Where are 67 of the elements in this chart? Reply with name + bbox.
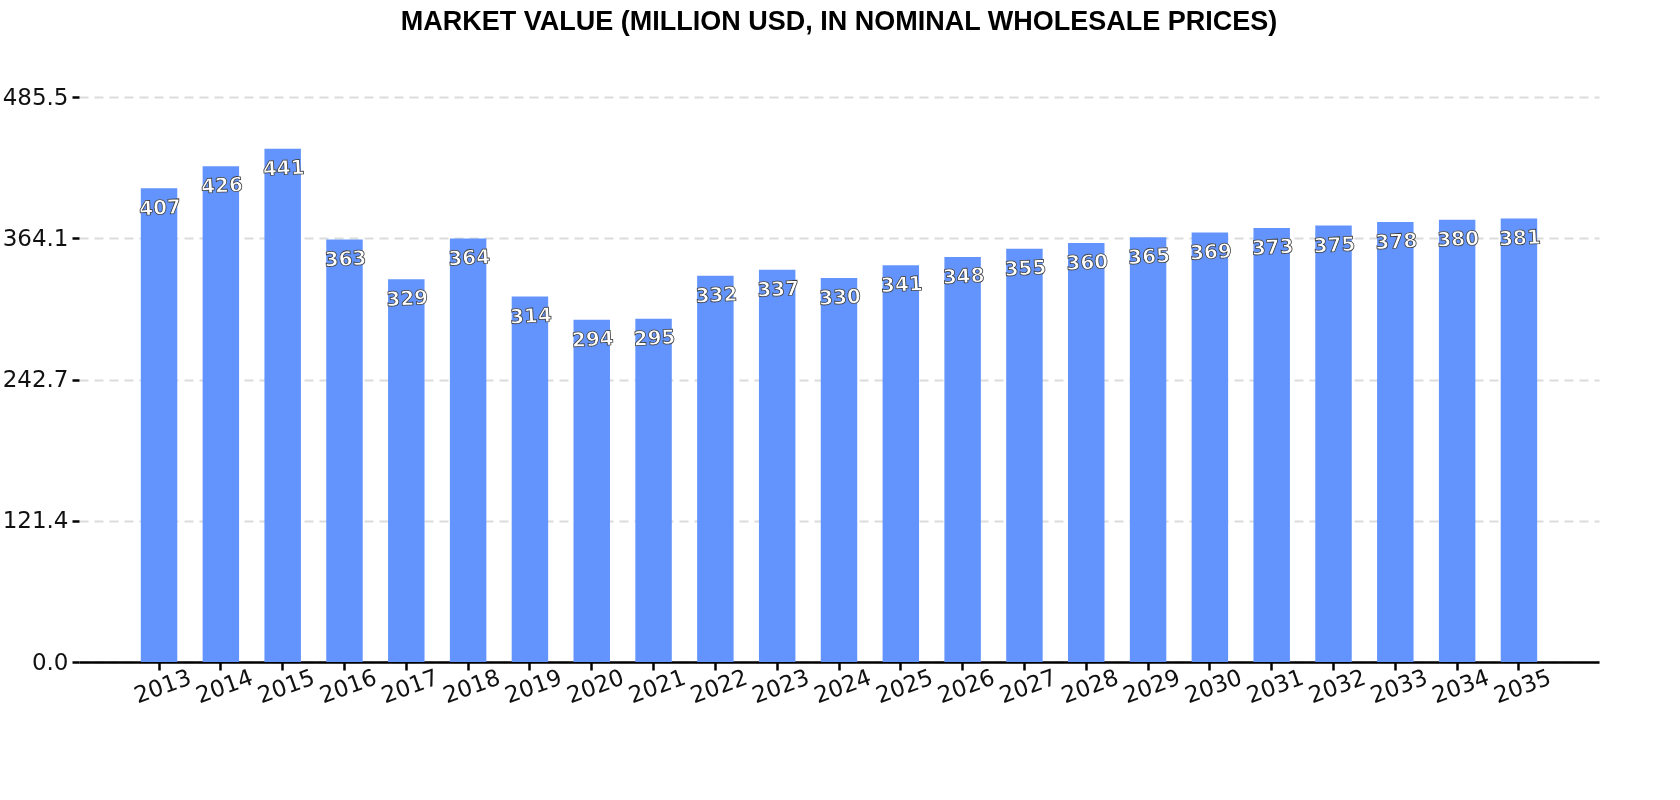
x-tick-label: 2022 (686, 663, 751, 709)
x-tick-label: 2023 (748, 663, 813, 709)
y-tick-label: 364.1 (2, 224, 69, 251)
x-tick-label: 2026 (934, 663, 998, 709)
bar (326, 239, 363, 662)
bar (1129, 237, 1167, 662)
bar (1500, 218, 1538, 662)
data-label: 426 (200, 172, 244, 199)
data-label: 380 (1436, 225, 1480, 252)
data-label: 330 (818, 283, 862, 311)
bar (758, 269, 796, 662)
bar (140, 188, 178, 662)
data-label: 365 (1127, 243, 1171, 270)
x-tick-label: 2028 (1057, 663, 1122, 709)
bar (511, 296, 549, 662)
bar (1068, 243, 1105, 662)
data-label: 295 (633, 324, 677, 351)
x-tick-label: 2020 (563, 663, 628, 709)
x-tick-label: 2027 (995, 663, 1060, 709)
data-label: 329 (385, 285, 429, 312)
x-tick-label: 2018 (439, 663, 504, 709)
bar (635, 318, 672, 662)
data-label: 407 (138, 194, 182, 221)
data-label: 381 (1498, 224, 1542, 251)
bar (697, 275, 734, 662)
data-label: 294 (571, 325, 615, 352)
x-tick-label: 2034 (1428, 663, 1493, 709)
x-tick-label: 2017 (377, 663, 442, 709)
x-tick-label: 2014 (192, 663, 257, 709)
bar (388, 279, 425, 662)
bar (1191, 232, 1229, 662)
y-tick-label: 0.0 (31, 648, 69, 675)
data-label: 348 (942, 262, 986, 290)
data-label: 378 (1374, 228, 1418, 255)
x-tick-label: 2013 (130, 663, 195, 709)
data-label: 364 (447, 244, 491, 271)
data-label: 337 (756, 275, 800, 302)
x-tick-label: 2035 (1490, 663, 1555, 709)
bar (1315, 225, 1352, 662)
data-label: 360 (1065, 248, 1109, 276)
chart-title: MARKET VALUE (MILLION USD, IN NOMINAL WHOLESALE PRICES) (400, 6, 1278, 36)
data-label: 341 (880, 271, 924, 298)
data-label: 369 (1189, 238, 1233, 265)
x-tick-label: 2029 (1119, 663, 1184, 709)
data-label: 314 (509, 302, 553, 329)
bar (1253, 227, 1290, 662)
y-tick-label: 121.4 (2, 507, 69, 534)
bar (1006, 248, 1043, 662)
x-tick-label: 2021 (625, 663, 689, 709)
x-tick-label: 2030 (1181, 663, 1246, 709)
bar (1438, 219, 1476, 662)
data-label: 332 (694, 281, 738, 308)
x-tick-label: 2024 (810, 663, 875, 709)
bar (882, 265, 920, 662)
y-tick-label: 485.5 (2, 83, 69, 110)
bar (820, 277, 858, 662)
x-tick-label: 2019 (501, 663, 566, 709)
data-label: 441 (262, 154, 306, 181)
data-label: 373 (1251, 233, 1295, 260)
data-label: 375 (1313, 231, 1356, 258)
x-tick-label: 2025 (872, 663, 937, 709)
data-label: 363 (324, 245, 367, 272)
data-label: 355 (1003, 254, 1047, 281)
x-tick-label: 2033 (1366, 663, 1431, 709)
y-tick-label: 242.7 (2, 366, 69, 393)
bar (202, 166, 240, 662)
bar (1377, 222, 1414, 662)
